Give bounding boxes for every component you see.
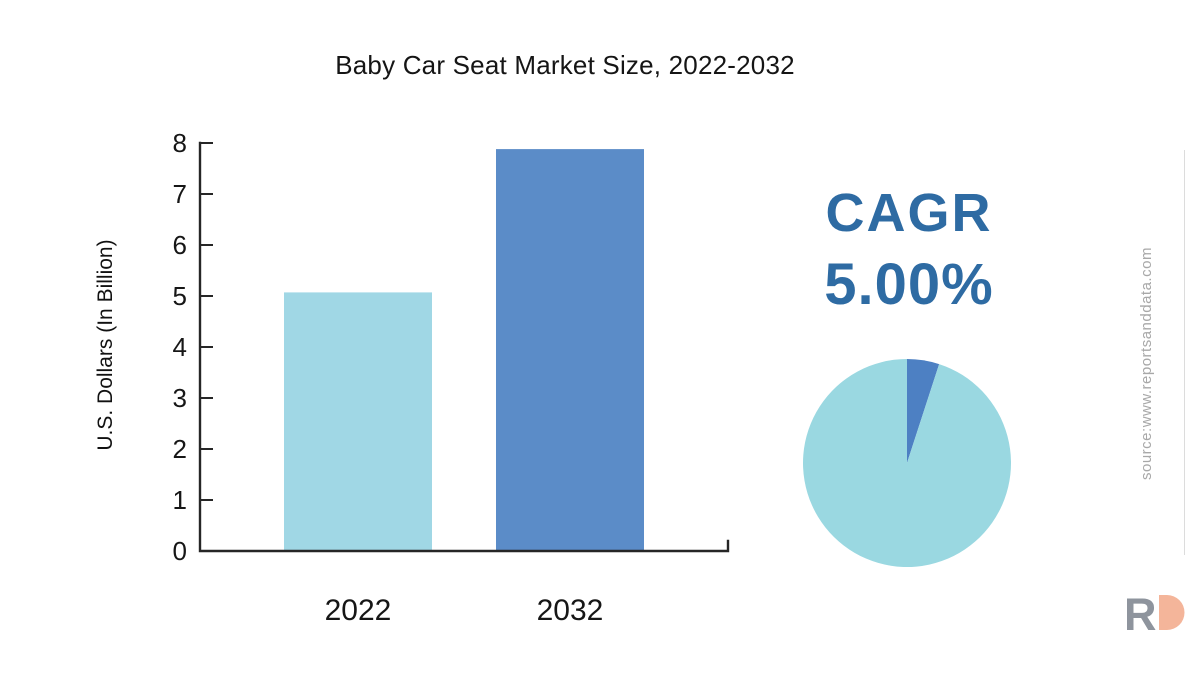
y-tick-label: 0 [173,536,187,566]
logo-d-shape [1159,595,1185,630]
axis-lines [198,141,730,553]
y-tick-label: 4 [173,332,187,362]
bar-2032 [496,149,644,551]
bar-2022 [284,292,432,551]
source-watermark: source:www.reportsanddata.com [1138,247,1155,481]
x-category-label: 2022 [325,594,392,627]
pie-slice-cagr-5-00- [907,359,940,463]
y-tick-label: 3 [173,383,187,413]
y-tick-label: 5 [173,281,187,311]
y-tick-label: 2 [173,434,187,464]
right-divider-line [1184,150,1185,555]
x-category-label: 2032 [537,594,604,627]
brand-logo: R [1124,589,1185,639]
chart-title: Baby Car Seat Market Size, 2022-2032 [335,50,795,80]
y-tick-label: 8 [173,128,187,158]
y-axis-label: U.S. Dollars (In Billion) [94,239,117,451]
pie-slice-remainder [803,359,1012,567]
cagr-callout: CAGR 5.00% [779,186,1039,314]
y-tick-label: 6 [173,230,187,260]
y-tick-label: 1 [173,485,187,515]
cagr-value: 5.00% [824,252,994,317]
pie-chart [803,359,1012,567]
y-tick-label: 7 [173,179,187,209]
logo-letter-r: R [1124,589,1157,639]
cagr-label: CAGR [825,183,993,243]
